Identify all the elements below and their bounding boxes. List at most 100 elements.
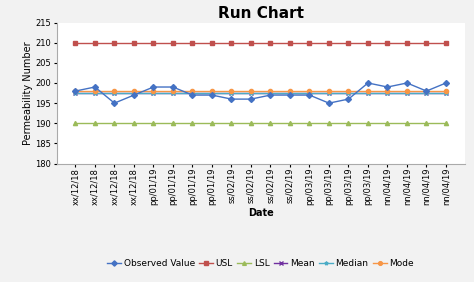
USL [287,41,293,44]
Observed Value [170,85,176,89]
Median [443,91,449,95]
Mode [424,89,429,93]
USL [190,41,195,44]
Mean [346,91,351,95]
Median [92,91,98,95]
USL [131,41,137,44]
Mode [92,89,98,93]
Mode [384,89,390,93]
Observed Value [73,89,78,93]
Median [326,91,332,95]
Mean [268,91,273,95]
Legend: Observed Value, USL, LSL, Mean, Median, Mode: Observed Value, USL, LSL, Mean, Median, … [104,255,418,272]
Mode [111,89,117,93]
Line: Observed Value: Observed Value [73,81,448,105]
USL [443,41,449,44]
USL [326,41,332,44]
Mean [443,91,449,95]
Observed Value [209,93,215,97]
LSL [190,122,195,125]
Mode [131,89,137,93]
LSL [228,122,234,125]
LSL [111,122,117,125]
USL [228,41,234,44]
LSL [248,122,254,125]
Observed Value [151,85,156,89]
Mean [404,91,410,95]
USL [151,41,156,44]
Mean [131,91,137,95]
Title: Run Chart: Run Chart [218,6,304,21]
Median [151,91,156,95]
USL [73,41,78,44]
LSL [268,122,273,125]
Observed Value [326,102,332,105]
Observed Value [248,97,254,101]
Observed Value [384,85,390,89]
Median [268,91,273,95]
Observed Value [131,93,137,97]
Observed Value [424,89,429,93]
Mean [170,91,176,95]
Line: LSL: LSL [73,121,448,125]
Median [111,91,117,95]
Mode [190,89,195,93]
USL [404,41,410,44]
Observed Value [228,97,234,101]
Median [209,91,215,95]
Observed Value [443,81,449,85]
Median [248,91,254,95]
Line: USL: USL [73,41,448,45]
Mean [151,91,156,95]
Mode [443,89,449,93]
Median [228,91,234,95]
Mean [111,91,117,95]
Mean [73,91,78,95]
USL [346,41,351,44]
Median [131,91,137,95]
Mode [346,89,351,93]
Median [170,91,176,95]
USL [92,41,98,44]
LSL [131,122,137,125]
Mean [287,91,293,95]
Y-axis label: Permeability Number: Permeability Number [23,41,33,145]
USL [384,41,390,44]
Median [73,91,78,95]
LSL [326,122,332,125]
Line: Mode: Mode [73,89,448,93]
LSL [170,122,176,125]
Observed Value [92,85,98,89]
Median [307,91,312,95]
Mean [365,91,371,95]
Mean [92,91,98,95]
USL [111,41,117,44]
Mode [307,89,312,93]
Mean [326,91,332,95]
LSL [365,122,371,125]
LSL [92,122,98,125]
Mean [307,91,312,95]
Mode [209,89,215,93]
Observed Value [111,102,117,105]
USL [209,41,215,44]
Mode [365,89,371,93]
Median [190,91,195,95]
LSL [73,122,78,125]
USL [365,41,371,44]
Mode [228,89,234,93]
Mode [151,89,156,93]
USL [268,41,273,44]
LSL [443,122,449,125]
Mean [209,91,215,95]
Mode [404,89,410,93]
LSL [404,122,410,125]
Observed Value [346,97,351,101]
LSL [209,122,215,125]
Mean [190,91,195,95]
Median [384,91,390,95]
Line: Mean: Mean [73,91,448,95]
Line: Median: Median [73,91,448,95]
Observed Value [268,93,273,97]
Mode [287,89,293,93]
